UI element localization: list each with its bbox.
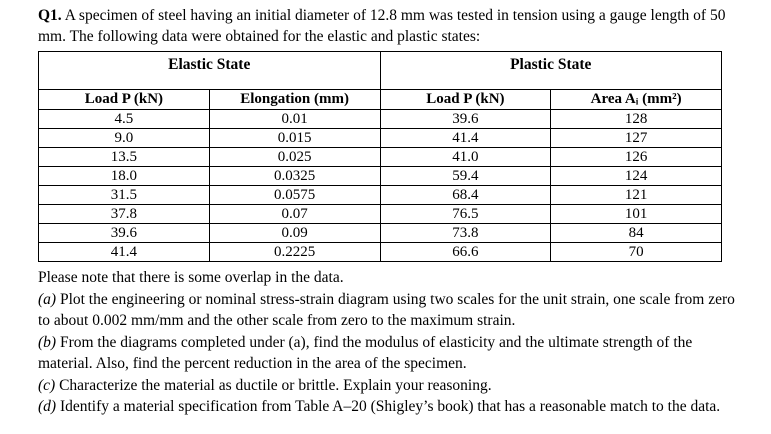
table-cell: 0.015 [208, 128, 381, 148]
table-cell: 41.4 [379, 128, 552, 148]
table-row: 4.5 0.01 39.6 128 [38, 109, 722, 129]
question-intro-text: A specimen of steel having an initial di… [38, 7, 726, 45]
note-item-label: (a) [38, 290, 57, 308]
table-row: 9.0 0.015 41.4 127 [38, 128, 722, 148]
note-paragraph: (b) From the diagrams completed under (a… [38, 332, 745, 375]
table-cell: 73.8 [379, 223, 552, 243]
table-cell: 0.025 [208, 147, 381, 167]
table-cell: 101 [550, 204, 722, 224]
column-header-elongation: Elongation (mm) [208, 89, 381, 110]
note-text: Please note that there is some overlap i… [38, 269, 344, 286]
table-cell: 9.0 [38, 128, 210, 148]
table-cell: 84 [550, 223, 722, 243]
note-text: Plot the engineering or nominal stress-s… [38, 290, 735, 330]
column-header-load-elastic: Load P (kN) [38, 89, 210, 110]
group-header-elastic-state: Elastic State [38, 51, 381, 90]
table-cell: 0.09 [208, 223, 381, 243]
table-cell: 0.0325 [208, 166, 381, 186]
table-cell: 37.8 [38, 204, 210, 224]
table-cell: 39.6 [38, 223, 210, 243]
table-row: 13.5 0.025 41.0 126 [38, 147, 722, 167]
note-text: Identify a material specification from T… [59, 398, 721, 415]
note-paragraph: (c) Characterize the material as ductile… [38, 375, 745, 397]
table-cell: 39.6 [379, 109, 552, 129]
table-cell: 0.2225 [208, 242, 381, 262]
notes-section: Please note that there is some overlap i… [38, 267, 745, 418]
table-cell: 18.0 [38, 166, 210, 186]
note-text: From the diagrams completed under (a), f… [38, 333, 693, 373]
table-row: 31.5 0.0575 68.4 121 [38, 185, 722, 205]
table-cell: 70 [550, 242, 722, 262]
table-cell: 59.4 [379, 166, 552, 186]
column-header-area: Area Aᵢ (mm²) [550, 89, 722, 110]
table-cell: 4.5 [38, 109, 210, 129]
elastic-plastic-data-table: Elastic State Plastic State Load P (kN) … [38, 51, 722, 262]
note-item-label: (c) [38, 376, 56, 394]
table-cell: 121 [550, 185, 722, 205]
note-paragraph: (d) Identify a material specification fr… [38, 396, 745, 418]
note-text: Characterize the material as ductile or … [59, 376, 492, 394]
note-item-label: (b) [38, 333, 57, 351]
table-cell: 68.4 [379, 185, 552, 205]
table-cell: 0.07 [208, 204, 381, 224]
group-header-row: Elastic State Plastic State [38, 51, 722, 90]
table-cell: 76.5 [379, 204, 552, 224]
table-cell: 0.0575 [208, 185, 381, 205]
group-header-plastic-state: Plastic State [379, 51, 722, 90]
table-cell: 127 [550, 128, 722, 148]
table-row: 39.6 0.09 73.8 84 [38, 223, 722, 243]
column-header-row: Load P (kN) Elongation (mm) Load P (kN) … [38, 89, 722, 110]
note-item-label: (d) [38, 398, 57, 415]
question-intro: Q1. A specimen of steel having an initia… [38, 5, 745, 47]
note-paragraph: (a) Plot the engineering or nominal stre… [38, 289, 745, 332]
table-cell: 66.6 [379, 242, 552, 262]
table-row: 41.4 0.2225 66.6 70 [38, 242, 722, 262]
question-label: Q1. [38, 7, 62, 24]
table-cell: 41.4 [38, 242, 210, 262]
table-cell: 128 [550, 109, 722, 129]
note-paragraph: Please note that there is some overlap i… [38, 267, 745, 289]
table-cell: 31.5 [38, 185, 210, 205]
column-header-load-plastic: Load P (kN) [379, 89, 552, 110]
table-row: 18.0 0.0325 59.4 124 [38, 166, 722, 186]
table-cell: 0.01 [208, 109, 381, 129]
table-cell: 126 [550, 147, 722, 167]
table-cell: 13.5 [38, 147, 210, 167]
table-row: 37.8 0.07 76.5 101 [38, 204, 722, 224]
table-cell: 124 [550, 166, 722, 186]
table-cell: 41.0 [379, 147, 552, 167]
